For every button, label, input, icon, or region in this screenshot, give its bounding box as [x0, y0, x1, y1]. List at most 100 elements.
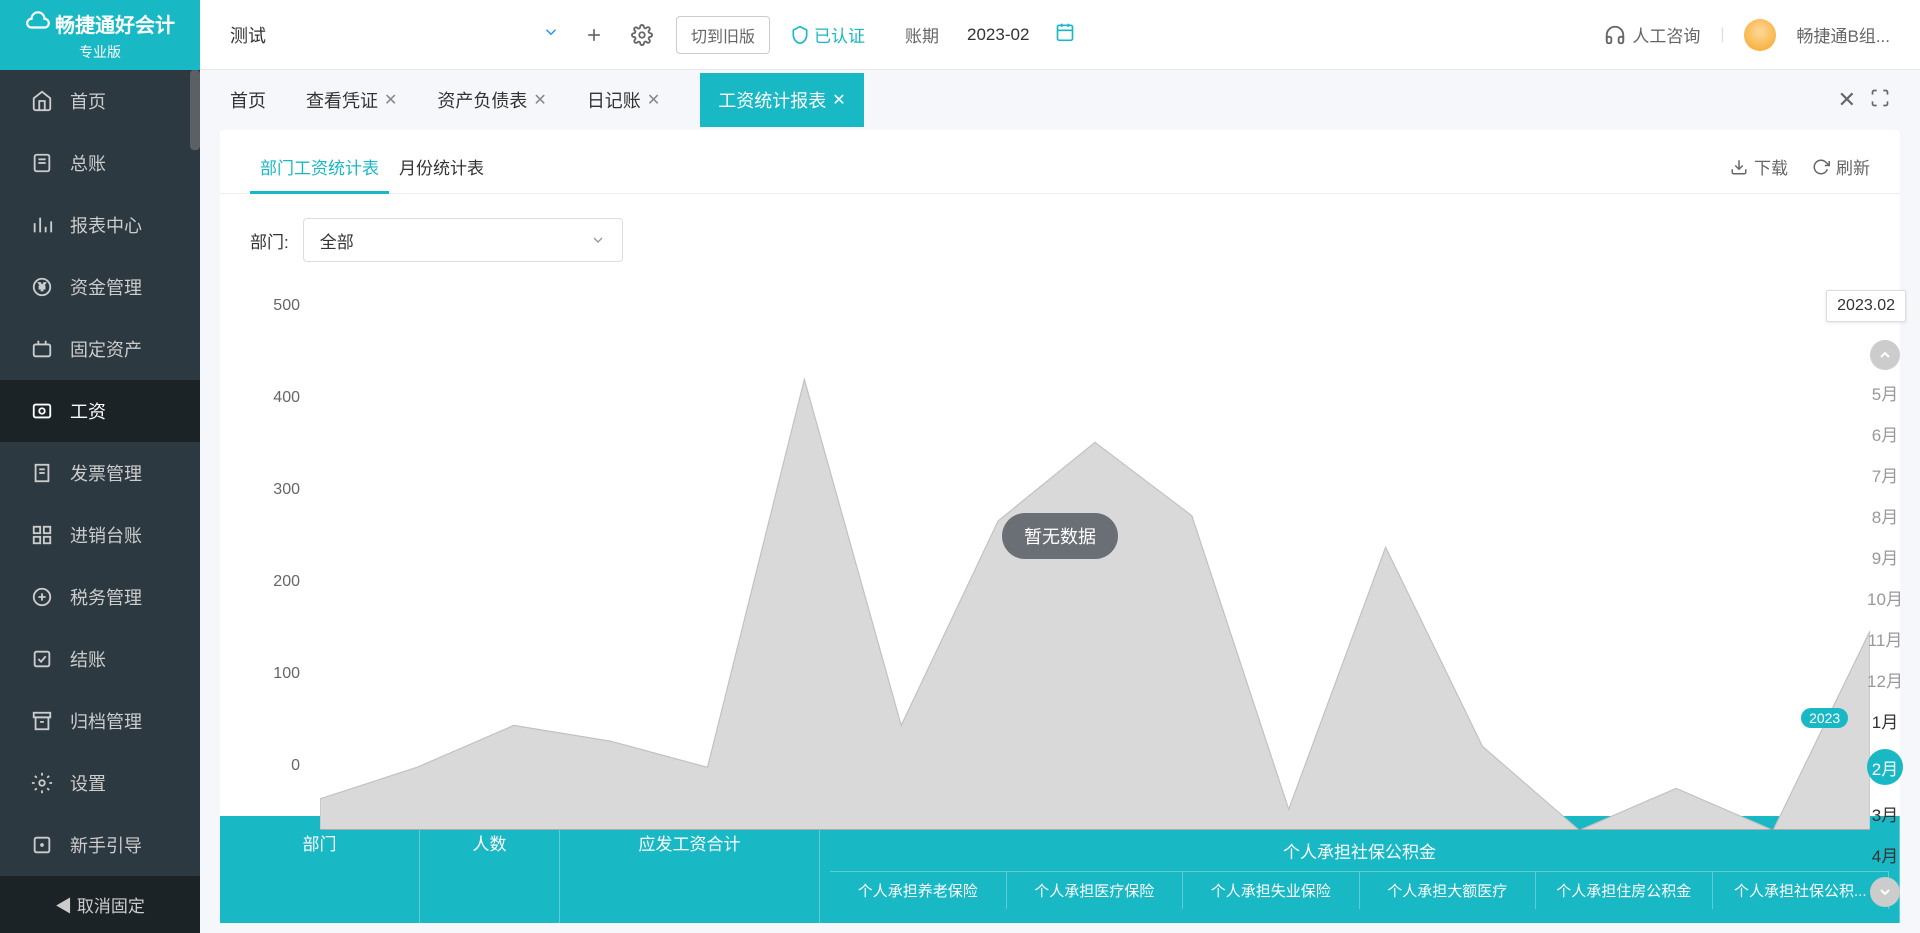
- tab-日记账[interactable]: 日记账✕: [587, 87, 660, 113]
- invoice-icon: [30, 461, 54, 485]
- support-label: 人工咨询: [1632, 22, 1700, 47]
- tab-工资统计报表[interactable]: 工资统计报表 ✕: [700, 73, 863, 127]
- dept-filter-label: 部门:: [250, 228, 289, 253]
- sidebar-item-label: 固定资产: [70, 336, 142, 362]
- close-icon: [30, 647, 54, 671]
- tab-close-icon[interactable]: ✕: [384, 90, 397, 110]
- month-item-2月[interactable]: 2月: [1867, 749, 1903, 785]
- settings-icon: [30, 771, 54, 795]
- tab-首页[interactable]: 首页: [230, 87, 266, 113]
- switch-old-version-button[interactable]: 切到旧版: [676, 16, 770, 54]
- sub-tabs: 部门工资统计表 月份统计表 下载 刷新: [220, 140, 1900, 194]
- content-panel: 部门工资统计表 月份统计表 下载 刷新 部门: 全部 5004003002: [220, 130, 1900, 923]
- funds-icon: ¥: [30, 275, 54, 299]
- brand-text: 畅捷通好会计: [55, 9, 175, 38]
- headset-icon: [1604, 24, 1626, 46]
- sidebar-item-ledger[interactable]: 总账: [0, 132, 200, 194]
- dept-select[interactable]: 全部: [303, 218, 623, 262]
- verified-badge[interactable]: 已认证: [790, 22, 865, 47]
- refresh-button[interactable]: 刷新: [1812, 154, 1870, 179]
- tab-close-icon[interactable]: ✕: [647, 90, 660, 110]
- month-item-4月[interactable]: 4月: [1872, 842, 1898, 867]
- sidebar-item-label: 归档管理: [70, 708, 142, 734]
- sidebar-item-close[interactable]: 结账: [0, 628, 200, 690]
- brand-name: 畅捷通好会计: [25, 8, 175, 40]
- month-item-5月[interactable]: 5月: [1872, 380, 1898, 405]
- month-item-12月[interactable]: 12月: [1867, 667, 1903, 692]
- month-rail: 5月6月7月8月9月10月11月12月20231月2月3月4月: [1860, 340, 1910, 907]
- y-tick: 500: [273, 297, 300, 315]
- fullscreen-icon[interactable]: [1870, 88, 1890, 113]
- month-item-3月[interactable]: 3月: [1872, 801, 1898, 826]
- sidebar-item-label: 税务管理: [70, 584, 142, 610]
- month-item-7月[interactable]: 7月: [1872, 462, 1898, 487]
- user-avatar[interactable]: [1744, 19, 1776, 51]
- stock-icon: [30, 523, 54, 547]
- archive-icon: [30, 709, 54, 733]
- home-icon: [30, 89, 54, 113]
- sidebar-item-salary[interactable]: 工资: [0, 380, 200, 442]
- month-rail-down[interactable]: [1870, 877, 1900, 907]
- company-selector[interactable]: 测试: [230, 22, 560, 48]
- salary-icon: [30, 399, 54, 423]
- download-button[interactable]: 下载: [1730, 154, 1788, 179]
- settings-icon-button[interactable]: [628, 21, 656, 49]
- sidebar-item-label: 总账: [70, 150, 106, 176]
- tab-资产负债表[interactable]: 资产负债表✕: [437, 87, 546, 113]
- table-header: 部门 人数 应发工资合计 个人承担社保公积金 个人承担养老保险个人承担医疗保险个…: [220, 816, 1900, 923]
- tabstrip-actions: ✕: [1838, 87, 1890, 113]
- refresh-icon: [1812, 158, 1830, 176]
- sidebar-item-settings[interactable]: 设置: [0, 752, 200, 814]
- month-item-6月[interactable]: 6月: [1872, 421, 1898, 446]
- brand-block: 畅捷通好会计 专业版: [0, 0, 200, 70]
- close-all-tabs-button[interactable]: ✕: [1838, 87, 1856, 113]
- month-item-11月[interactable]: 11月: [1868, 626, 1903, 651]
- y-tick: 100: [273, 665, 300, 683]
- header-left: 测试 切到旧版 已认证 账期 2023-02: [200, 16, 1105, 54]
- sidebar-item-archive[interactable]: 归档管理: [0, 690, 200, 752]
- period-value: 2023-02: [967, 25, 1029, 45]
- cloud-icon: [25, 8, 51, 40]
- no-data-badge: 暂无数据: [1002, 513, 1118, 559]
- refresh-label: 刷新: [1836, 154, 1870, 179]
- tab-label: 工资统计报表: [718, 87, 826, 113]
- company-name: 测试: [230, 22, 266, 48]
- sub-tab-dept-stats[interactable]: 部门工资统计表: [250, 140, 389, 193]
- sidebar-unpin-button[interactable]: ◀ 取消固定: [0, 876, 200, 933]
- th-sub: 个人承担大额医疗: [1360, 872, 1537, 909]
- tab-label: 查看凭证: [306, 87, 378, 113]
- sidebar-scrollbar[interactable]: [190, 70, 200, 150]
- y-tick: 200: [273, 573, 300, 591]
- sidebar-item-label: 新手引导: [70, 832, 142, 858]
- date-badge[interactable]: 2023.02: [1826, 290, 1906, 322]
- sidebar-item-asset[interactable]: 固定资产: [0, 318, 200, 380]
- chevron-down-icon: [590, 232, 606, 248]
- tab-查看凭证[interactable]: 查看凭证 ✕: [306, 87, 397, 113]
- sidebar-item-report[interactable]: 报表中心: [0, 194, 200, 256]
- sidebar-item-funds[interactable]: ¥资金管理: [0, 256, 200, 318]
- svg-text:¥: ¥: [38, 282, 46, 294]
- verified-text: 已认证: [814, 22, 865, 47]
- month-rail-up[interactable]: [1870, 340, 1900, 370]
- month-item-8月[interactable]: 8月: [1872, 503, 1898, 528]
- month-item-9月[interactable]: 9月: [1872, 544, 1898, 569]
- support-link[interactable]: 人工咨询: [1604, 22, 1700, 47]
- sidebar-item-label: 首页: [70, 88, 106, 114]
- main-area: 首页查看凭证✕资产负债表✕日记账✕工资统计报表✕ ✕ 部门工资统计表 月份统计表…: [200, 70, 1920, 914]
- sidebar-item-stock[interactable]: 进销台账: [0, 504, 200, 566]
- tab-close-icon[interactable]: ✕: [533, 90, 546, 110]
- calendar-icon[interactable]: [1055, 22, 1075, 47]
- sidebar-item-invoice[interactable]: 发票管理: [0, 442, 200, 504]
- th-dept: 部门: [220, 816, 420, 923]
- sidebar-item-tax[interactable]: 税务管理: [0, 566, 200, 628]
- header-right: 人工咨询 | 畅捷通B组...: [1604, 19, 1920, 51]
- add-button[interactable]: [580, 21, 608, 49]
- sidebar-item-guide[interactable]: 新手引导: [0, 814, 200, 876]
- month-item-1月[interactable]: 1月: [1872, 708, 1898, 733]
- sub-tab-month-stats[interactable]: 月份统计表: [389, 140, 494, 193]
- sidebar-item-label: 工资: [70, 398, 106, 424]
- tab-close-icon[interactable]: ✕: [832, 90, 845, 110]
- username[interactable]: 畅捷通B组...: [1796, 22, 1890, 47]
- sidebar-item-home[interactable]: 首页: [0, 70, 200, 132]
- month-item-10月[interactable]: 10月: [1867, 585, 1903, 610]
